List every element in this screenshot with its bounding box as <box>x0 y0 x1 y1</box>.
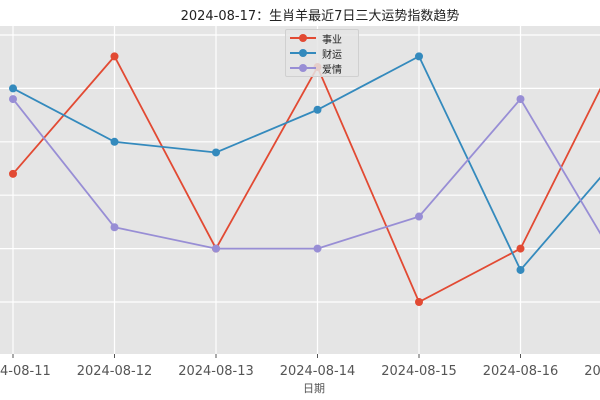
data-point-marker <box>110 223 119 232</box>
plot-background <box>0 26 600 354</box>
data-point-marker <box>9 95 17 104</box>
x-tick-label: 2024-08-15 <box>381 364 457 379</box>
chart-title: 2024-08-17：生肖羊最近7日三大运势指数趋势 <box>180 9 460 24</box>
legend-marker-career-icon <box>290 33 316 43</box>
plot-area <box>0 26 600 354</box>
legend-item-wealth: 财运 <box>286 46 358 61</box>
x-axis-label: 日期 <box>303 382 325 395</box>
legend-label: 事业 <box>322 34 342 46</box>
data-point-marker <box>110 137 119 146</box>
data-point-marker <box>516 244 525 253</box>
chart-legend: 事业 财运 爱情 <box>285 29 359 77</box>
data-point-marker <box>415 212 423 221</box>
data-point-marker <box>110 52 119 61</box>
data-point-marker <box>516 265 525 274</box>
legend-label: 爱情 <box>322 64 342 76</box>
data-point-marker <box>415 52 423 61</box>
x-tick-label: 2024-08-12 <box>77 364 153 379</box>
x-axis: 2024-08-11 2024-08-12 2024-08-13 2024-08-14… <box>0 354 600 379</box>
x-tick-label: 2024-08-11 <box>0 364 51 379</box>
legend-marker-wealth-icon <box>290 48 316 58</box>
data-point-marker <box>212 244 220 253</box>
data-point-marker <box>415 298 423 306</box>
legend-label: 财运 <box>322 49 342 61</box>
data-point-marker <box>9 169 17 178</box>
data-point-marker <box>212 148 220 157</box>
data-point-marker <box>9 84 17 93</box>
x-tick-label: 2024-08-14 <box>280 364 356 379</box>
x-tick-label: 2024-08-13 <box>178 364 254 379</box>
data-point-marker <box>313 244 322 253</box>
legend-item-love: 爱情 <box>286 61 358 76</box>
x-tick-label: 2024-08-16 <box>483 364 559 379</box>
data-point-marker <box>516 95 525 104</box>
data-point-marker <box>313 105 322 114</box>
line-chart <box>0 26 600 354</box>
legend-item-career: 事业 <box>286 31 358 46</box>
legend-marker-love-icon <box>290 63 316 73</box>
x-tick-label: 2024-08-17 <box>584 364 600 379</box>
